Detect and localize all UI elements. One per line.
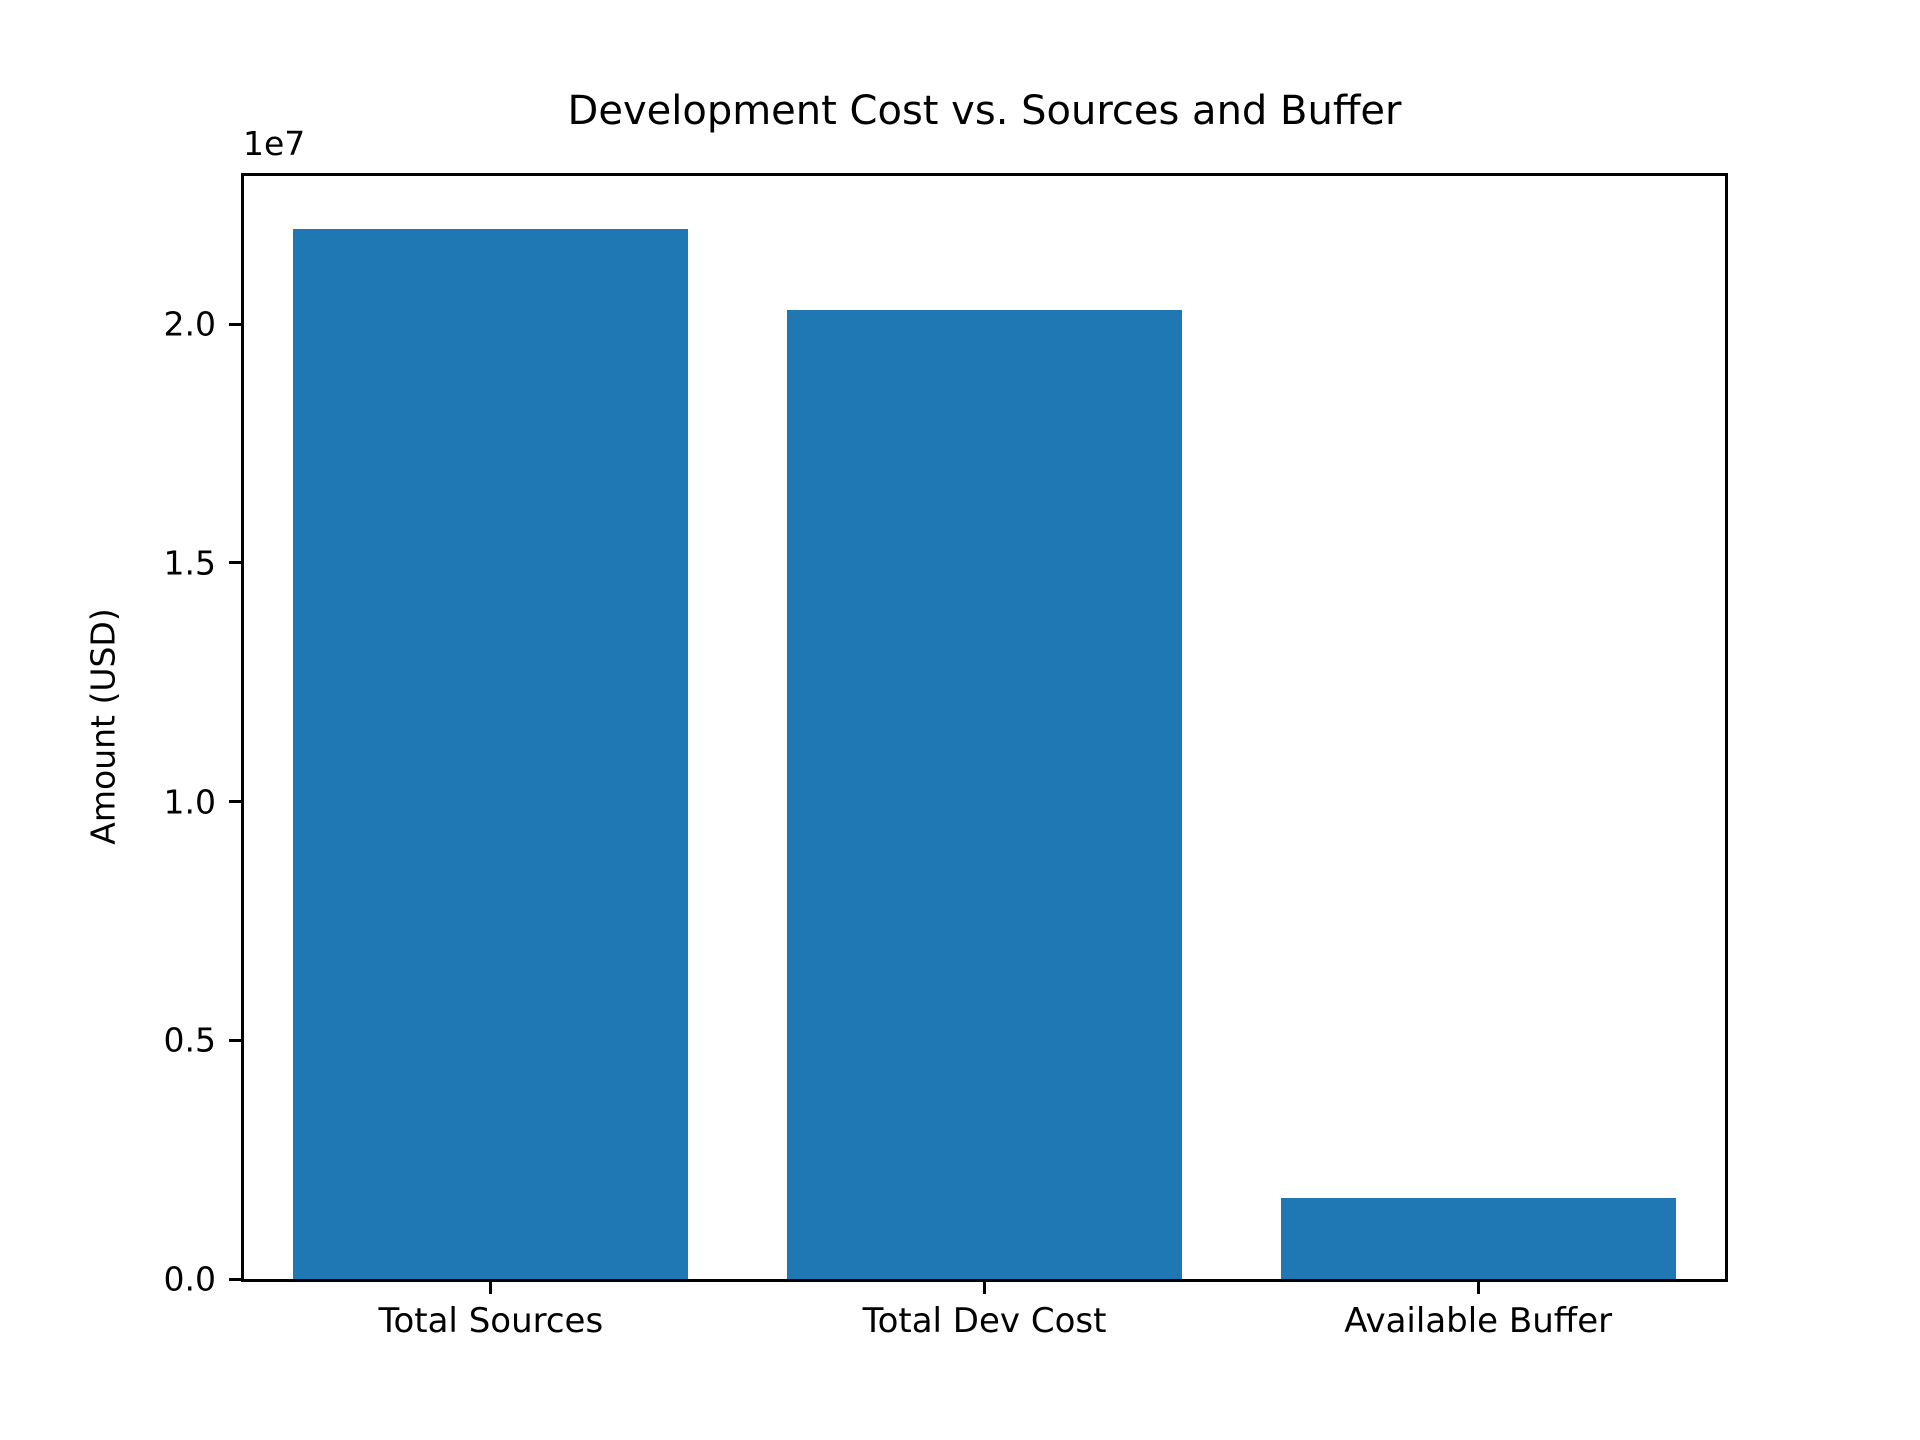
x-tick-mark-total-dev-cost: [983, 1282, 986, 1294]
y-tick-label-2.0: 2.0: [163, 304, 216, 344]
y-tick-mark-1.5: [229, 561, 241, 565]
bar-total-sources: [293, 228, 689, 1279]
x-tick-label-available-buffer: Available Buffer: [1344, 1301, 1613, 1341]
bar-total-dev-cost: [787, 309, 1182, 1279]
x-tick-mark-available-buffer: [1476, 1282, 1480, 1294]
y-tick-label-1.0: 1.0: [163, 782, 216, 821]
y-tick-mark-0.5: [229, 1038, 241, 1042]
y-tick-label-0.5: 0.5: [163, 1020, 216, 1060]
plot-area: 0.0 0.5 1.0 1.5 2.0 Total Sources Total Dev Co…: [164, 173, 1728, 1341]
y-axis-label: Amount (USD): [83, 608, 123, 845]
bar-available-buffer: [1280, 1197, 1676, 1279]
y-tick-mark-1.0: [229, 800, 241, 803]
y-tick-label-0.0: 0.0: [163, 1259, 216, 1299]
y-tick-mark-0.0: [229, 1277, 241, 1281]
x-tick-label-total-sources: Total Sources: [378, 1301, 604, 1341]
y-axis-scale-offset: 1e7: [243, 124, 306, 163]
chart-title: Development Cost vs. Sources and Buffer: [567, 88, 1402, 134]
y-tick-mark-2.0: [229, 322, 241, 326]
x-tick-label-total-dev-cost: Total Dev Cost: [862, 1301, 1107, 1341]
x-tick-mark-total-sources: [489, 1282, 493, 1294]
y-tick-label-1.5: 1.5: [163, 543, 216, 583]
